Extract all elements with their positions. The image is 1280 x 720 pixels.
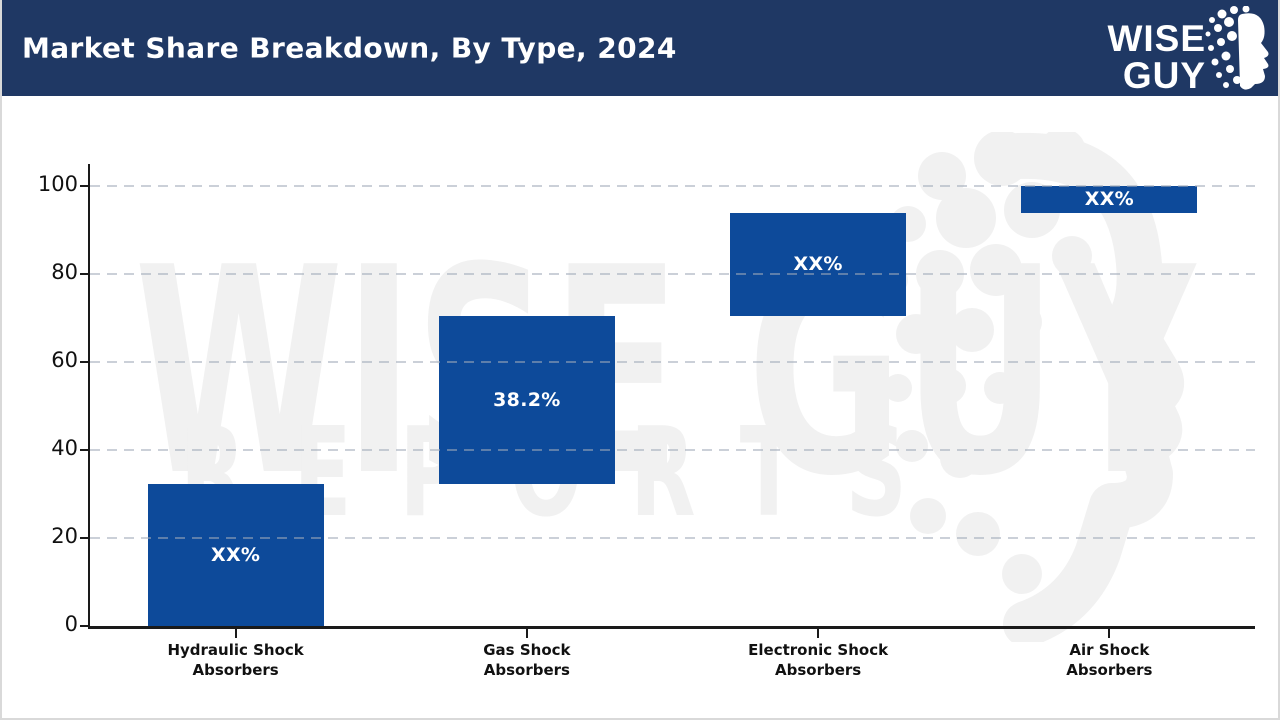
bar-segment-2: 38.2% bbox=[438, 315, 615, 484]
y-tick bbox=[80, 273, 88, 275]
logo-text: WISE GUY REPORTS bbox=[1017, 20, 1206, 113]
page-title: Market Share Breakdown, By Type, 2024 bbox=[22, 31, 677, 65]
x-category-label: Electronic Shock Absorbers bbox=[748, 641, 889, 680]
x-tick bbox=[525, 629, 528, 638]
bar-segment-3: XX% bbox=[730, 212, 907, 316]
x-category-label: Gas Shock Absorbers bbox=[483, 641, 571, 680]
logo-wiseguy-label: WISE GUY bbox=[1107, 18, 1206, 96]
bar-value-label: XX% bbox=[1084, 188, 1134, 211]
y-tick-label: 100 bbox=[37, 172, 78, 196]
y-tick-label: 60 bbox=[51, 348, 78, 372]
logo-head-icon bbox=[1205, 6, 1269, 90]
y-tick-label: 20 bbox=[51, 524, 78, 548]
x-category-label: Air Shock Absorbers bbox=[1066, 641, 1153, 680]
y-tick bbox=[80, 625, 88, 627]
gridline-40 bbox=[90, 449, 1255, 451]
bar-value-label: 38.2% bbox=[493, 388, 561, 411]
x-tick bbox=[234, 629, 237, 638]
y-tick-label: 0 bbox=[64, 612, 78, 636]
gridline-80 bbox=[90, 273, 1255, 275]
bar-value-label: XX% bbox=[793, 253, 843, 276]
gridline-100 bbox=[90, 185, 1255, 187]
logo-reports-label: REPORTS bbox=[1058, 99, 1206, 113]
y-tick-label: 80 bbox=[51, 260, 78, 284]
gridline-60 bbox=[90, 361, 1255, 363]
wise-guy-reports-logo: WISE GUY REPORTS bbox=[1017, 4, 1272, 113]
x-tick bbox=[1108, 629, 1111, 638]
y-tick bbox=[80, 537, 88, 539]
y-tick bbox=[80, 449, 88, 451]
header-bar: Market Share Breakdown, By Type, 2024 WI… bbox=[2, 0, 1278, 113]
gridline-20 bbox=[90, 537, 1255, 539]
y-tick bbox=[80, 185, 88, 187]
x-category-label: Hydraulic Shock Absorbers bbox=[167, 641, 304, 680]
y-tick bbox=[80, 361, 88, 363]
x-axis-line bbox=[88, 626, 1255, 629]
bar-segment-1: XX% bbox=[147, 483, 324, 626]
y-axis-line bbox=[88, 164, 90, 628]
x-tick bbox=[817, 629, 820, 638]
y-tick-label: 40 bbox=[51, 436, 78, 460]
bar-segment-4: XX% bbox=[1021, 186, 1198, 213]
bar-value-label: XX% bbox=[211, 543, 261, 566]
